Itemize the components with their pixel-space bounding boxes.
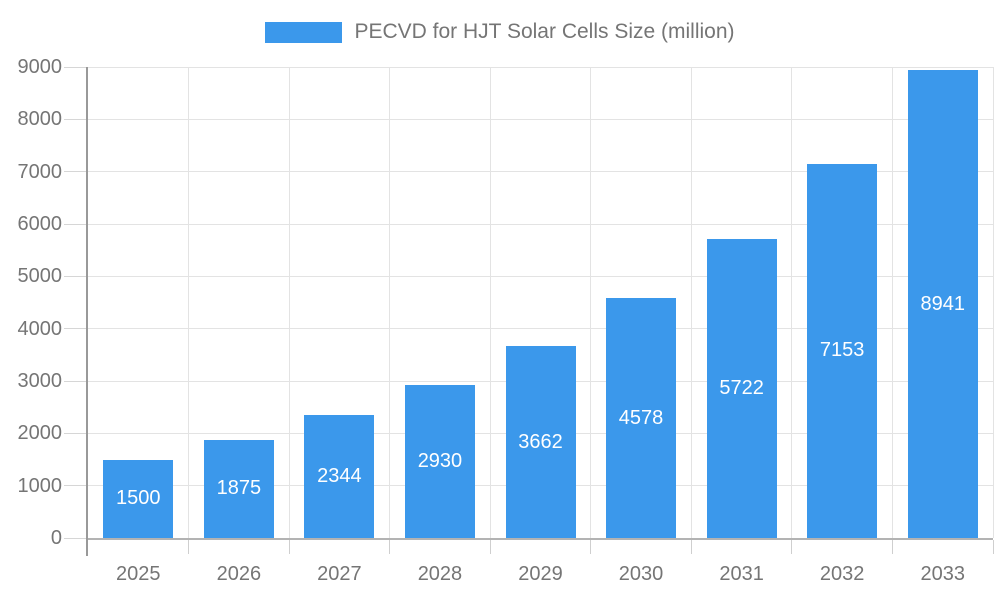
x-tick-label: 2032: [819, 563, 865, 585]
h-gridline: [88, 66, 993, 68]
y-tick: [64, 432, 86, 434]
x-tick-label: 2026: [216, 563, 262, 585]
bar-2028[interactable]: 2930: [404, 384, 475, 538]
legend-label: PECVD for HJT Solar Cells Size (million): [354, 20, 735, 43]
y-tick: [64, 171, 86, 173]
x-tick: [891, 540, 893, 554]
y-tick-label: 3000: [17, 370, 63, 392]
y-tick-label: 1000: [17, 474, 63, 497]
x-tick: [188, 540, 190, 554]
bar-2033[interactable]: 8941: [907, 70, 978, 538]
y-tick: [64, 275, 86, 277]
y-tick: [64, 223, 86, 225]
y-tick: [64, 485, 86, 487]
x-tick-label: 2025: [116, 563, 161, 585]
x-tick-label: 2027: [317, 563, 362, 585]
bar-value-label: 1500: [116, 487, 161, 510]
x-tick: [992, 540, 994, 554]
v-gridline: [791, 67, 793, 538]
bar-value-label: 1875: [216, 477, 262, 500]
x-tick-label: 2031: [719, 563, 764, 585]
bar-value-label: 7153: [819, 339, 865, 362]
plot-area: 1500 2025 1875 2026 2344 2027 2930 2028 3662 2029…: [64, 66, 994, 585]
bar-2027[interactable]: 2344: [304, 415, 375, 538]
x-tick-label: 2030: [618, 563, 664, 585]
x-tick: [690, 540, 692, 554]
v-gridline: [690, 67, 692, 538]
v-gridline: [891, 67, 893, 538]
v-gridline: [590, 67, 592, 538]
bar-value-label: 2930: [417, 449, 463, 472]
h-gridline: [88, 171, 993, 173]
x-tick: [389, 540, 391, 554]
y-tick-label: 8000: [17, 108, 63, 131]
h-gridline: [88, 328, 993, 330]
legend-swatch: [265, 21, 343, 43]
v-gridline: [489, 67, 491, 538]
x-tick: [288, 540, 290, 554]
x-tick-label: 2029: [518, 563, 563, 585]
x-tick: [489, 540, 491, 554]
bar-value-label: 5722: [719, 376, 764, 399]
y-tick: [64, 537, 86, 539]
y-tick-label: 5000: [17, 265, 63, 288]
bar-2030[interactable]: 4578: [606, 298, 677, 538]
y-tick-label: 2000: [17, 422, 63, 445]
y-tick: [64, 118, 86, 120]
y-tick-label: 0: [50, 527, 62, 549]
bar-2032[interactable]: 7153: [807, 163, 878, 538]
bar-2029[interactable]: 3662: [505, 346, 576, 538]
y-tick-label: 9000: [17, 56, 63, 78]
y-tick: [64, 380, 86, 382]
y-tick-label: 4000: [17, 317, 63, 340]
y-axis: 0 1000 2000 3000 4000 5000 6000 7000 8000 9000: [0, 56, 88, 549]
x-tick: [590, 540, 592, 554]
v-gridline: [389, 67, 391, 538]
bar-value-label: 2344: [317, 465, 362, 488]
y-tick-label: 6000: [17, 213, 63, 235]
x-tick-label: 2033: [920, 563, 965, 585]
y-tick: [64, 66, 86, 68]
y-tick-label: 7000: [17, 160, 63, 183]
v-gridline: [992, 67, 994, 538]
bar-2026[interactable]: 1875: [203, 439, 274, 538]
y-tick: [64, 328, 86, 330]
y-axis-line: [86, 67, 88, 556]
bar-2031[interactable]: 5722: [706, 238, 777, 538]
v-gridline: [288, 67, 290, 538]
h-gridline: [88, 223, 993, 225]
legend[interactable]: PECVD for HJT Solar Cells Size (million): [0, 20, 1000, 44]
x-tick: [791, 540, 793, 554]
bar-value-label: 4578: [618, 406, 664, 429]
v-gridline: [188, 67, 190, 538]
bar-value-label: 8941: [920, 292, 965, 315]
x-tick-label: 2028: [417, 563, 463, 585]
h-gridline: [88, 118, 993, 120]
h-gridline: [88, 275, 993, 277]
bar-2025[interactable]: 1500: [103, 459, 174, 538]
bar-value-label: 3662: [518, 430, 563, 453]
